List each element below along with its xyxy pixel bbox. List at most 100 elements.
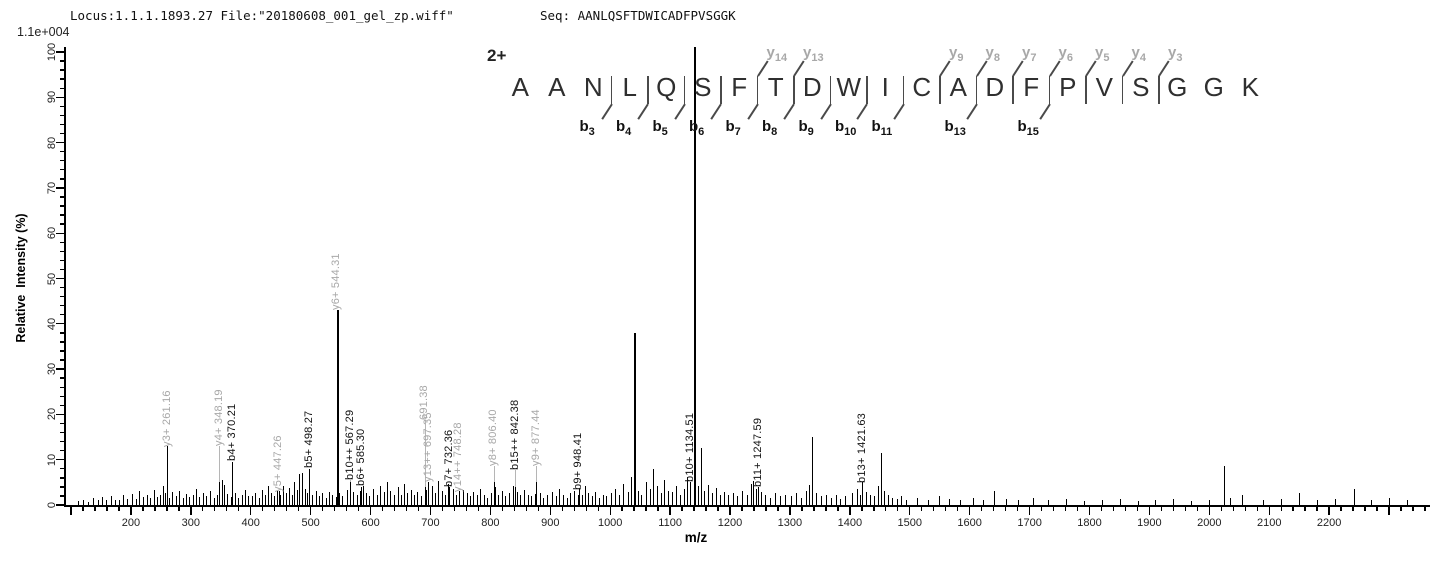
- noise-peak: [779, 496, 781, 505]
- y-axis-line: [63, 47, 66, 507]
- residue-letter: V: [1095, 72, 1113, 102]
- x-axis-tick-label: 2100: [1256, 517, 1282, 529]
- noise-peak: [318, 496, 320, 505]
- x-axis-tick: [1208, 507, 1210, 515]
- noise-peak: [856, 488, 858, 505]
- residue-letter: I: [881, 72, 889, 102]
- x-axis-tick: [849, 507, 851, 515]
- noise-peak: [160, 495, 162, 505]
- noise-peak: [417, 491, 419, 505]
- peak-label-connector: [493, 466, 495, 483]
- x-axis-tick: [681, 507, 683, 511]
- peak-annotation-label: b10+ 1134.51: [683, 412, 696, 482]
- major-peak: [302, 473, 304, 505]
- noise-peak: [1335, 499, 1337, 505]
- y-axis-tick: [60, 132, 64, 135]
- x-axis-tick: [968, 507, 971, 515]
- noise-peak: [339, 493, 341, 505]
- noise-peak: [150, 498, 152, 505]
- x-axis-tick: [717, 507, 719, 511]
- noise-peak: [487, 497, 489, 505]
- fragmentation-mark-b-diagonal: [856, 103, 868, 120]
- x-axis-tick: [1052, 507, 1055, 511]
- noise-peak: [342, 496, 344, 505]
- fragmentation-mark-b-diagonal: [783, 103, 795, 120]
- noise-peak: [704, 490, 706, 505]
- noise-peak: [78, 501, 80, 505]
- peak-annotation-label: b11+ 1247.59: [751, 417, 764, 487]
- b-ion-label-b15: b15: [1017, 118, 1039, 138]
- noise-peak: [285, 493, 287, 505]
- residue-letter: G: [1167, 72, 1188, 102]
- x-axis-tick: [597, 507, 599, 511]
- noise-peak: [202, 493, 204, 505]
- x-axis-tick-label: 1700: [1017, 517, 1042, 529]
- peak-label-connector: [515, 470, 517, 487]
- x-axis-tick: [765, 507, 767, 511]
- noise-peak: [830, 497, 832, 505]
- x-axis-tick: [465, 507, 468, 511]
- y-axis-tick: [60, 295, 64, 298]
- fragmentation-mark-vertical: [1012, 76, 1014, 104]
- y-axis-tick: [56, 368, 64, 370]
- x-axis-tick-label: 1500: [897, 517, 922, 529]
- annotated-peak-b9+: [578, 489, 580, 505]
- y-axis-tick: [60, 160, 64, 162]
- x-axis-tick-label: 900: [541, 517, 560, 529]
- noise-peak: [315, 491, 317, 505]
- noise-peak: [291, 495, 293, 505]
- y-axis-tick: [60, 223, 64, 225]
- y-axis-tick: [60, 286, 64, 289]
- noise-peak: [1101, 500, 1103, 505]
- noise-peak: [1032, 497, 1034, 505]
- b-ion-label-b5: b5: [652, 118, 668, 138]
- x-axis-tick: [333, 507, 336, 511]
- y-axis-tick: [60, 114, 64, 117]
- x-axis-tick: [285, 507, 288, 511]
- y-axis-tick: [60, 350, 64, 352]
- x-axis-tick: [1076, 507, 1079, 511]
- noise-peak: [491, 493, 493, 505]
- noise-peak: [1371, 500, 1373, 505]
- major-peak: [694, 47, 697, 505]
- noise-peak: [527, 494, 529, 505]
- noise-peak: [213, 497, 215, 505]
- major-peak: [811, 437, 813, 505]
- x-axis-tick: [130, 507, 132, 515]
- noise-peak: [206, 496, 208, 505]
- noise-peak: [627, 491, 629, 505]
- y-axis-tick: [56, 277, 64, 280]
- x-axis-tick-label: 700: [421, 517, 440, 529]
- noise-peak: [234, 492, 236, 505]
- noise-peak: [724, 491, 726, 505]
- noise-peak: [821, 496, 823, 505]
- x-axis-tick: [202, 507, 204, 511]
- x-axis-tick-label: 1900: [1137, 517, 1162, 529]
- noise-peak: [346, 490, 348, 505]
- x-axis-tick: [657, 507, 659, 511]
- x-axis-tick: [561, 507, 563, 511]
- x-axis-tick-label: 2200: [1316, 517, 1342, 529]
- x-axis-tick: [992, 507, 995, 511]
- noise-peak: [413, 495, 415, 505]
- noise-peak: [307, 492, 309, 505]
- noise-peak: [369, 496, 371, 505]
- noise-peak: [441, 490, 443, 505]
- noise-peak: [93, 498, 95, 505]
- x-axis-tick: [873, 507, 875, 511]
- noise-peak: [255, 493, 257, 505]
- residue-letter: P: [1059, 72, 1077, 102]
- noise-peak: [960, 500, 962, 505]
- peak-label-connector: [350, 480, 352, 483]
- noise-peak: [610, 493, 612, 505]
- noise-peak: [531, 496, 533, 505]
- x-axis-tick: [417, 507, 420, 511]
- x-axis-tick: [178, 507, 180, 511]
- noise-peak: [363, 486, 365, 505]
- x-axis-tick-label: 1000: [597, 517, 623, 529]
- noise-peak: [619, 495, 621, 505]
- b-ion-label-b4: b4: [616, 118, 632, 138]
- x-axis-tick: [921, 507, 923, 511]
- noise-peak: [1281, 499, 1283, 505]
